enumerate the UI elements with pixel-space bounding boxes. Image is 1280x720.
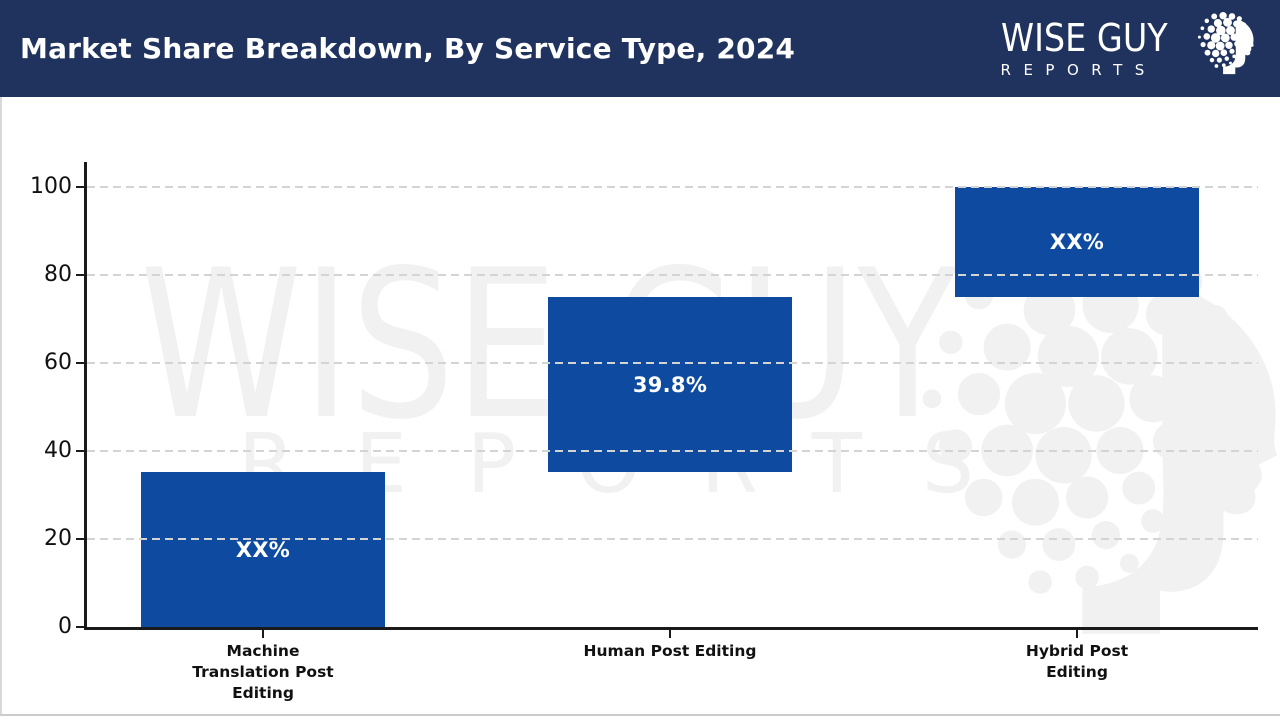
x-category-label-3: Hybrid Post Editing xyxy=(947,641,1207,683)
bar-value-label-2: 39.8% xyxy=(632,372,708,397)
x-category-label-2: Human Post Editing xyxy=(540,641,800,662)
gridline-y-60 xyxy=(87,362,1258,364)
y-tick-label-80: 80 xyxy=(44,262,72,287)
wise-guy-reports-logo: WISE GUY REPORTS xyxy=(1001,8,1266,90)
y-tick-label-40: 40 xyxy=(44,438,72,463)
x-tick-mark-2 xyxy=(669,630,671,638)
y-axis-line xyxy=(84,162,87,630)
x-category-label-line: Editing xyxy=(1046,662,1108,681)
gridline-y-100 xyxy=(87,186,1258,188)
x-category-label-line: Editing xyxy=(232,683,294,702)
bar-3: XX% xyxy=(955,187,1199,297)
x-category-label-line: Human Post Editing xyxy=(583,642,757,660)
bar-value-label-3: XX% xyxy=(1049,230,1105,254)
gridline-y-20 xyxy=(87,538,1258,540)
logo-text-block: WISE GUY REPORTS xyxy=(1001,19,1190,79)
y-tick-label-100: 100 xyxy=(30,174,72,199)
header-bar: Market Share Breakdown, By Service Type,… xyxy=(0,0,1280,97)
y-tick-label-20: 20 xyxy=(44,526,72,551)
y-tick-mark-20 xyxy=(76,538,84,540)
bar-1: XX% xyxy=(141,472,385,627)
x-tick-mark-1 xyxy=(262,630,264,638)
logo-wordmark: WISE GUY xyxy=(1000,16,1168,60)
y-tick-mark-0 xyxy=(76,626,84,628)
x-category-label-line: Hybrid Post xyxy=(1025,642,1129,660)
x-category-label-1: Machine Translation Post Editing xyxy=(133,641,393,704)
bottom-border-line xyxy=(0,714,1280,716)
bar-2: 39.8% xyxy=(548,297,792,473)
logo-reports-text: REPORTS xyxy=(1000,61,1157,79)
x-category-label-line: Translation Post xyxy=(192,662,334,681)
chart-title: Market Share Breakdown, By Service Type,… xyxy=(20,32,796,65)
y-tick-mark-60 xyxy=(76,362,84,364)
gridline-y-40 xyxy=(87,450,1258,452)
left-border-line xyxy=(0,97,2,716)
y-tick-mark-80 xyxy=(76,274,84,276)
x-category-label-line: Machine xyxy=(226,642,300,660)
x-axis-line xyxy=(84,627,1258,630)
bar-value-label-1: XX% xyxy=(235,537,291,562)
x-tick-mark-3 xyxy=(1076,630,1078,638)
logo-head-icon xyxy=(1197,12,1254,75)
y-tick-mark-40 xyxy=(76,450,84,452)
y-tick-label-0: 0 xyxy=(58,614,72,639)
y-tick-mark-100 xyxy=(76,186,84,188)
gridline-y-80 xyxy=(87,274,1258,276)
y-tick-label-60: 60 xyxy=(44,350,72,375)
